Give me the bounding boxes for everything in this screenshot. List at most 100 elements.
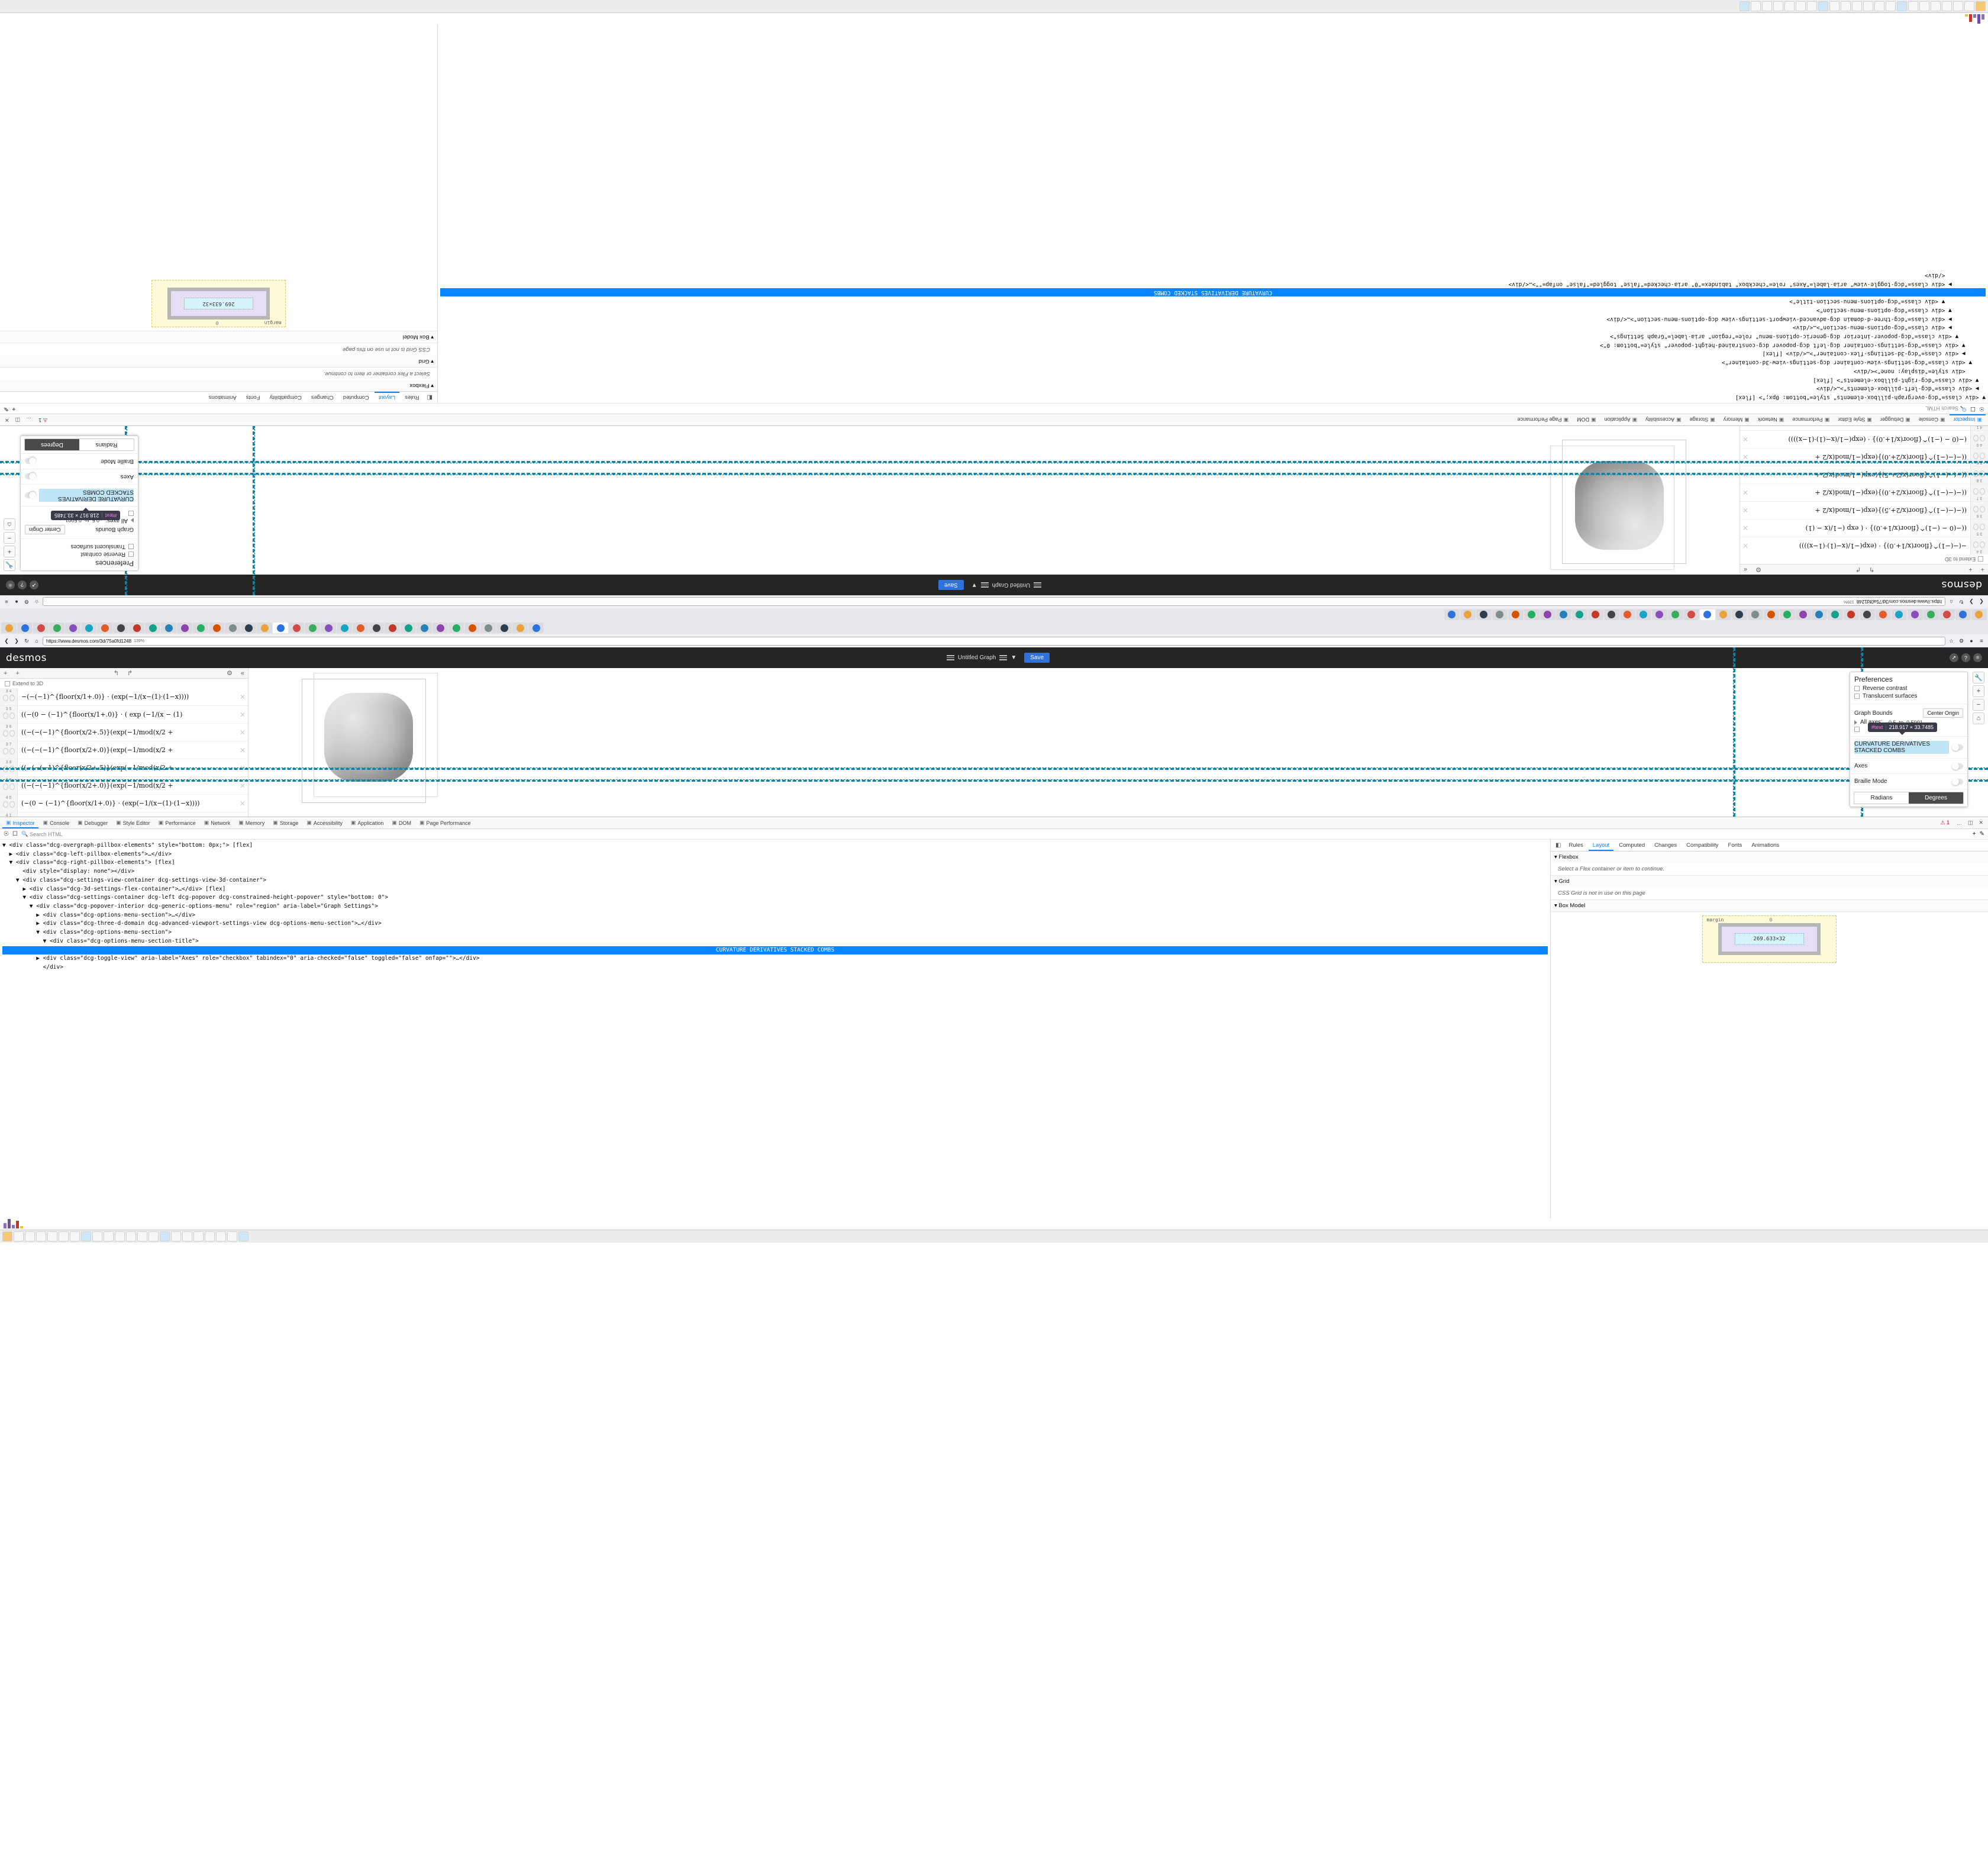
taskbar-button[interactable]	[1807, 1, 1817, 11]
delete-expression-icon[interactable]: ✕	[239, 746, 246, 754]
selected-markup-node[interactable]: CURVATURE DERIVATIVES STACKED COMBS	[2, 946, 1548, 955]
browser-tab[interactable]	[1652, 609, 1667, 620]
browser-tab[interactable]	[448, 623, 464, 633]
markup-line[interactable]: ▼ <div class="dcg-options-menu-section-t…	[2, 937, 199, 944]
expression-row[interactable]: 4 1((−(−(−1)^{floor(x/2+.5)}(exp(−1/mod(…	[0, 812, 248, 817]
url-bar[interactable]: https://www.desmos.com/3d/75a0fd1248 139…	[43, 636, 1945, 646]
browser-tab[interactable]	[1780, 609, 1795, 620]
zoom-level-badge[interactable]: 139%	[134, 638, 144, 643]
color-swatches[interactable]	[1971, 452, 1988, 459]
color-swatches[interactable]	[1971, 523, 1988, 530]
markup-line[interactable]: ▶ <div class="dcg-3d-settings-flex-conta…	[2, 885, 226, 892]
sidebar-tab-rules[interactable]: Rules	[1569, 842, 1583, 849]
color-swatches[interactable]	[0, 748, 17, 755]
markup-line[interactable]: ▼ <div class="dcg-overgraph-pillbox-elem…	[2, 842, 253, 849]
taskbar-button[interactable]	[1931, 1, 1941, 11]
hamburger-menu-icon[interactable]: ≡	[5, 599, 8, 605]
browser-tab[interactable]	[145, 623, 160, 633]
highlight-pseudo-icon[interactable]: ✎	[4, 405, 9, 412]
taskbar-button[interactable]	[59, 1231, 69, 1241]
expression-list[interactable]: Extend to 3D 3 4 −(−(−1)^{floor(x/1+.0)} ·…	[0, 679, 248, 817]
home-icon[interactable]: ⌂	[4, 518, 15, 530]
delete-expression-icon[interactable]: ✕	[239, 710, 246, 719]
back-arrow-icon[interactable]: ❮	[4, 637, 9, 644]
center-origin-button[interactable]: Center Origin	[25, 525, 65, 534]
sidebar-tab-rules[interactable]: Rules	[405, 394, 419, 401]
taskbar-button[interactable]	[238, 1231, 248, 1241]
expression-math[interactable]: ((−(−(−1)^{floor(x/2+.0)}(exp(−1/mod(x/2…	[21, 782, 173, 790]
sidebar-tab-computed[interactable]: Computed	[1619, 842, 1645, 849]
devtools-tab-dom[interactable]: ▣ DOM	[1573, 414, 1600, 425]
browser-tab[interactable]	[1444, 609, 1460, 620]
radians-button[interactable]: Radians	[1870, 795, 1893, 801]
extend-to-3d-row[interactable]: Extend to 3D	[1740, 554, 1988, 564]
home-icon[interactable]: ⌂	[1973, 712, 1984, 724]
browser-tab[interactable]	[1876, 609, 1891, 620]
markup-line[interactable]: </div>	[1925, 272, 1986, 279]
taskbar-button[interactable]	[1751, 1, 1761, 11]
taskbar-button[interactable]	[1841, 1, 1851, 11]
browser-tab[interactable]	[337, 623, 352, 633]
browser-tab[interactable]	[1764, 609, 1779, 620]
degrees-button[interactable]: Degrees	[25, 439, 79, 450]
taskbar-button[interactable]	[115, 1231, 125, 1241]
devtools-tab-page-performance[interactable]: ▣ Page Performance	[1514, 414, 1573, 425]
taskbar-button[interactable]	[1773, 1, 1783, 11]
sidebar-tab-fonts[interactable]: Fonts	[246, 394, 260, 401]
browser-tab[interactable]	[321, 623, 336, 633]
save-button[interactable]: Save	[938, 580, 964, 590]
expression-row[interactable]: 4 1((−(−(−1)^{floor(x/2+.5)}(exp(−1/mod(…	[1740, 426, 1988, 430]
title-dropdown-caret[interactable]: ▼	[971, 582, 977, 588]
browser-tab[interactable]	[417, 623, 432, 633]
expression-math[interactable]: ((−(0 − (−1)^{floor(x/1+.0)} · ( exp (−1…	[1805, 524, 1967, 532]
browser-tab[interactable]	[1971, 609, 1987, 620]
save-button[interactable]: Save	[1024, 653, 1050, 663]
accordion-header[interactable]: ▾ Box Model	[1551, 900, 1988, 911]
graph-canvas[interactable]: 🔧 + − ⌂ Preferences Reverse contrast	[248, 668, 1988, 817]
taskbar-button[interactable]	[149, 1231, 159, 1241]
add-expression-button[interactable]: +	[1980, 566, 1984, 573]
devtools-tab-memory[interactable]: ▣ Memory	[1720, 414, 1753, 425]
color-swatches[interactable]	[0, 801, 17, 808]
axes-toggle[interactable]	[25, 473, 36, 480]
redo-icon[interactable]: ↱	[127, 670, 133, 678]
devtools-tab-console[interactable]: ▣ Console	[1915, 414, 1949, 425]
color-swatches[interactable]	[0, 712, 17, 720]
markup-line[interactable]: ▼ <div class="dcg-settings-view-containe…	[2, 876, 267, 883]
devtools-tab-inspector[interactable]: ▣ Inspector	[1950, 414, 1986, 425]
markup-line[interactable]: ▶ <div class="dcg-left-pillbox-elements"…	[2, 850, 172, 857]
desmos-logo[interactable]: desmos	[6, 652, 47, 664]
taskbar-button[interactable]	[1964, 1, 1974, 11]
responsive-mode-icon[interactable]: ☐	[1970, 405, 1976, 412]
taskbar-button[interactable]	[1953, 1, 1963, 11]
expression-math[interactable]: ((−(−(−1)^{floor(x/2+.5)}(exp(−1/mod(x/2…	[1815, 506, 1967, 514]
markup-line[interactable]: ▼ <div class="dcg-settings-container dcg…	[2, 894, 389, 901]
desmos-logo[interactable]: desmos	[1941, 579, 1982, 591]
browser-tab[interactable]	[1892, 609, 1907, 620]
taskbar-button[interactable]	[1942, 1, 1952, 11]
sidebar-tab-changes[interactable]: Changes	[1654, 842, 1677, 849]
bookmark-star-icon[interactable]: ☆	[34, 599, 40, 605]
help-icon[interactable]: ?	[18, 581, 27, 589]
reload-icon[interactable]: ↻	[24, 637, 29, 644]
browser-tab[interactable]	[193, 623, 208, 633]
expression-row[interactable]: 3 5 ((−(0 − (−1)^{floor(x/1+.0)} · ( exp …	[1740, 518, 1988, 537]
graph-settings-popover[interactable]: Preferences Reverse contrast Translucent…	[1850, 672, 1968, 807]
devtools-tab-network[interactable]: ▣ Network	[1754, 414, 1788, 425]
browser-tab[interactable]	[1604, 609, 1619, 620]
taskbar-button[interactable]	[171, 1231, 181, 1241]
sidebar-tab-fonts[interactable]: Fonts	[1728, 842, 1742, 849]
highlight-pseudo-icon[interactable]: ✎	[1979, 831, 1984, 837]
list-icon-left[interactable]	[946, 654, 954, 662]
search-html-input[interactable]: 🔍 Search HTML	[21, 831, 63, 837]
color-swatches[interactable]	[0, 730, 17, 737]
bounds-extra-row[interactable]	[1854, 727, 1963, 732]
taskbar-button[interactable]	[205, 1231, 215, 1241]
add-item-button[interactable]: +	[15, 669, 20, 677]
browser-tab[interactable]	[1748, 609, 1763, 620]
browser-tab[interactable]	[1700, 609, 1715, 620]
browser-tab[interactable]	[129, 623, 144, 633]
taskbar-button[interactable]	[1852, 1, 1862, 11]
zoom-out-icon[interactable]: −	[1973, 699, 1984, 711]
browser-tab[interactable]	[257, 623, 272, 633]
